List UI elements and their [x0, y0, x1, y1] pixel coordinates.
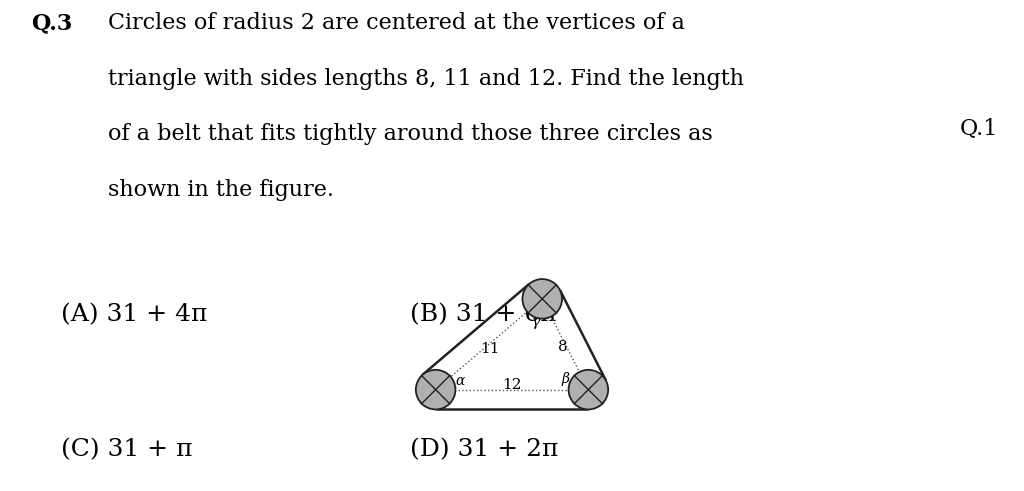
- Text: γ: γ: [531, 315, 540, 329]
- Text: (A) 31 + 4π: (A) 31 + 4π: [61, 303, 208, 327]
- Text: α: α: [455, 374, 465, 388]
- Circle shape: [568, 370, 608, 409]
- Text: Q.1: Q.1: [961, 118, 998, 140]
- Text: 8: 8: [558, 340, 567, 354]
- Text: Circles of radius 2 are centered at the vertices of a: Circles of radius 2 are centered at the …: [108, 12, 684, 34]
- Text: of a belt that fits tightly around those three circles as: of a belt that fits tightly around those…: [108, 123, 713, 145]
- Text: (B) 31 + 6π: (B) 31 + 6π: [410, 303, 556, 327]
- Text: triangle with sides lengths 8, 11 and 12. Find the length: triangle with sides lengths 8, 11 and 12…: [108, 68, 743, 90]
- Text: (C) 31 + π: (C) 31 + π: [61, 438, 193, 462]
- Text: (D) 31 + 2π: (D) 31 + 2π: [410, 438, 558, 462]
- Text: 11: 11: [480, 342, 500, 356]
- Circle shape: [522, 279, 562, 319]
- Circle shape: [416, 370, 456, 409]
- Text: shown in the figure.: shown in the figure.: [108, 179, 334, 201]
- Text: Q.3: Q.3: [31, 12, 72, 34]
- Text: β: β: [562, 372, 570, 386]
- Text: 12: 12: [502, 378, 522, 392]
